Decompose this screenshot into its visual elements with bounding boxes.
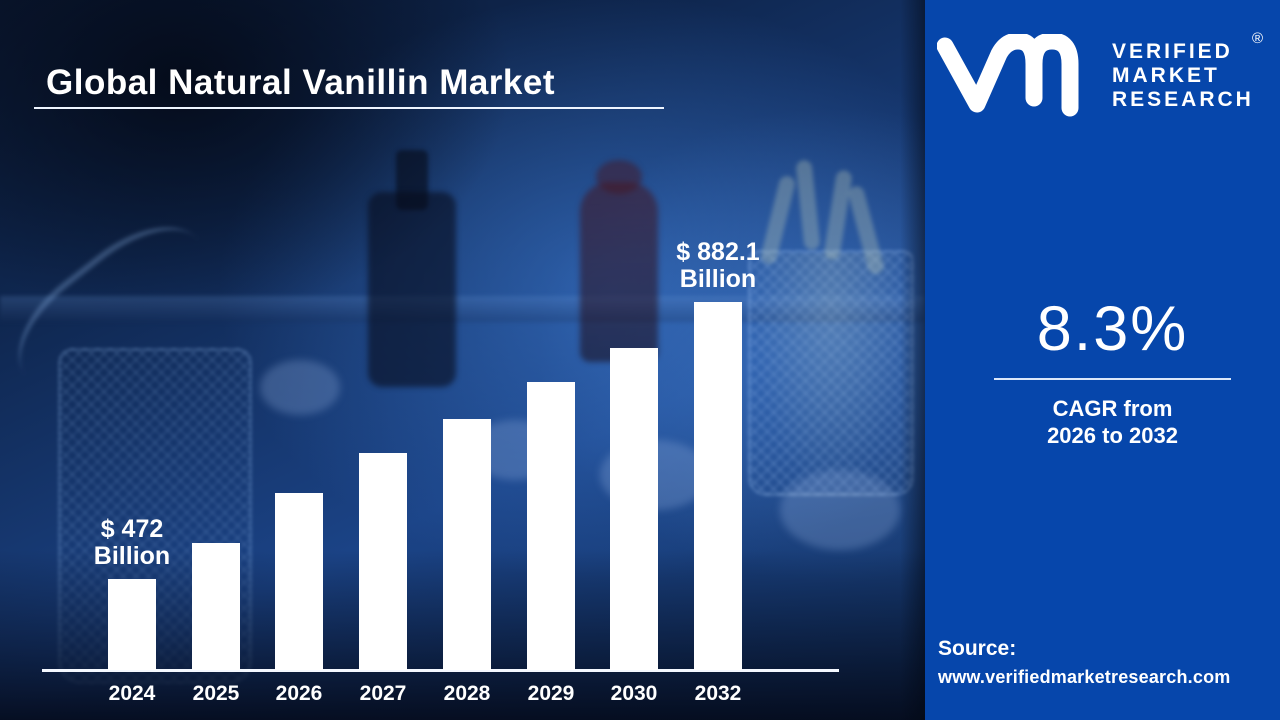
source-block: Source: www.verifiedmarketresearch.com	[938, 634, 1230, 692]
page-title: Global Natural Vanillin Market	[46, 63, 556, 103]
vmr-wordmark-line1: VERIFIED	[1112, 40, 1233, 63]
photo-table-edge	[0, 296, 925, 322]
bar-2027	[359, 453, 407, 670]
photo-pepper-grinder	[580, 182, 658, 362]
year-label-2024: 2024	[108, 682, 156, 705]
x-axis-line	[42, 669, 839, 672]
sidebar-panel: VERIFIED MARKET RESEARCH ® 8.3% CAGR fro…	[925, 0, 1280, 720]
year-label-2032: 2032	[694, 682, 742, 705]
bar-2026	[275, 493, 323, 670]
source-label: Source:	[938, 637, 1017, 660]
cagr-divider	[994, 378, 1231, 380]
photo-bottle	[368, 192, 456, 387]
bar-2028	[443, 419, 491, 670]
cagr-block: 8.3% CAGR from 2026 to 2032	[945, 293, 1280, 449]
photo-fry-stick	[795, 159, 821, 251]
cagr-label: CAGR from 2026 to 2032	[945, 395, 1280, 449]
year-label-2027: 2027	[359, 682, 407, 705]
cagr-label-line2: 2026 to 2032	[1047, 423, 1178, 448]
title-underline	[34, 107, 664, 109]
vmr-wordmark-line3: RESEARCH	[1112, 88, 1254, 111]
bar-2032	[694, 302, 742, 670]
year-label-2029: 2029	[527, 682, 575, 705]
vmr-logo-icon	[937, 34, 1079, 117]
source-url[interactable]: www.verifiedmarketresearch.com	[938, 667, 1231, 687]
bar-value-label: $ 472 Billion	[93, 515, 171, 570]
year-label-2026: 2026	[275, 682, 323, 705]
bar-2029	[527, 382, 575, 670]
bar-2030	[610, 348, 658, 670]
vmr-wordmark-line2: MARKET	[1112, 64, 1220, 87]
bar-2025	[192, 543, 240, 670]
year-label-2025: 2025	[192, 682, 240, 705]
background-photo	[0, 0, 925, 720]
bar-2024	[108, 579, 156, 670]
photo-food-item	[780, 470, 900, 550]
cagr-value: 8.3%	[1036, 294, 1189, 364]
registered-trademark-symbol: ®	[1252, 30, 1264, 47]
bar-value-label: $ 882.1 Billion	[676, 238, 760, 293]
panel-shadow	[900, 0, 928, 720]
year-label-2030: 2030	[610, 682, 658, 705]
cagr-label-line1: CAGR from	[1052, 396, 1173, 421]
photo-food-item	[260, 360, 340, 415]
bar-chart: 2024 2025 2026 2027 2028 2029 2030 2032 $ 472 Bi…	[42, 238, 839, 705]
vmr-wordmark: VERIFIED MARKET RESEARCH	[1112, 40, 1254, 112]
year-label-2028: 2028	[443, 682, 491, 705]
